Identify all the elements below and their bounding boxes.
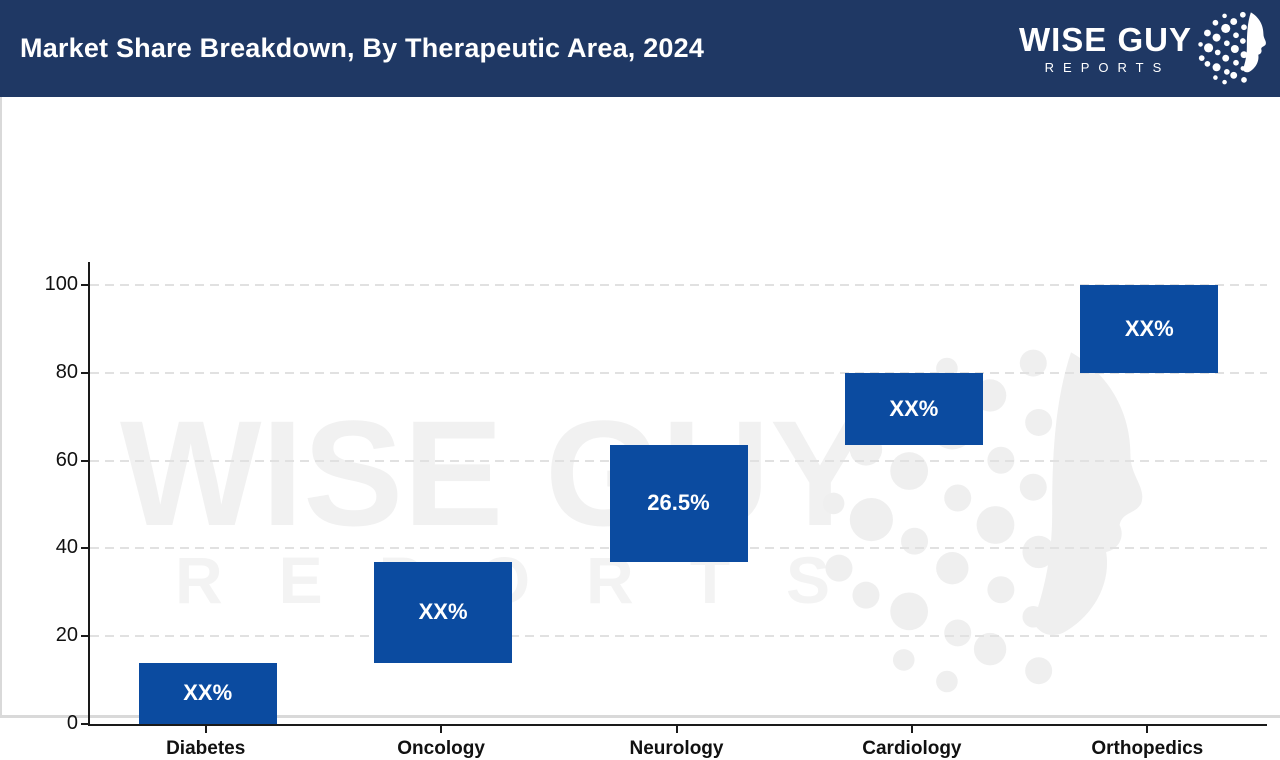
header-bar: Market Share Breakdown, By Therapeutic A… bbox=[0, 0, 1280, 97]
y-tick-label: 100 bbox=[44, 273, 78, 295]
bar-oncology: XX% bbox=[374, 561, 513, 663]
wise-guy-logo: WISE GUY REPORTS bbox=[1019, 4, 1268, 94]
y-tick-mark bbox=[81, 284, 88, 286]
y-tick-label: 20 bbox=[55, 624, 78, 647]
y-gridline-80 bbox=[90, 371, 1267, 374]
y-tick-label: 40 bbox=[55, 536, 78, 559]
y-gridline-20 bbox=[90, 635, 1267, 638]
x-axis-label-neurology: Neurology bbox=[629, 738, 724, 759]
x-tick-mark bbox=[204, 726, 207, 733]
y-tick-mark bbox=[81, 723, 88, 725]
bar-value-label: XX% bbox=[418, 599, 468, 625]
bar-orthopedics: XX% bbox=[1080, 285, 1219, 373]
x-tick-mark bbox=[910, 726, 913, 733]
y-tick-mark bbox=[81, 547, 88, 550]
x-axis-label-diabetes: Diabetes bbox=[166, 738, 246, 759]
x-axis-label-oncology: Oncology bbox=[397, 738, 485, 759]
y-tick-label: 60 bbox=[55, 448, 78, 471]
bar-value-label: XX% bbox=[1124, 315, 1174, 341]
chart-area: WISE GUY REPORTS XX% XX% 26.5% XX% XX% 0 20 40… bbox=[0, 97, 1280, 759]
y-tick-label: 80 bbox=[55, 360, 78, 383]
wise-guy-face-icon bbox=[1198, 11, 1266, 85]
y-tick-mark bbox=[81, 459, 88, 462]
page-left-border bbox=[0, 97, 2, 717]
page-title: Market Share Breakdown, By Therapeutic A… bbox=[20, 33, 705, 63]
wise-guy-logo-text: WISE GUY REPORTS bbox=[1018, 21, 1192, 76]
x-tick-mark bbox=[1146, 726, 1149, 733]
x-axis-label-cardiology: Cardiology bbox=[862, 738, 962, 759]
logo-wordmark: WISE GUY bbox=[1018, 21, 1192, 58]
x-tick-mark bbox=[675, 726, 678, 733]
bar-value-label: XX% bbox=[183, 680, 233, 706]
y-gridline-100 bbox=[90, 284, 1267, 286]
bar-neurology: 26.5% bbox=[609, 445, 748, 562]
bar-value-label: XX% bbox=[889, 396, 939, 421]
bar-value-label: 26.5% bbox=[647, 490, 710, 516]
plot-area: XX% XX% 26.5% XX% XX% bbox=[88, 262, 1267, 726]
y-tick-label: 0 bbox=[66, 712, 78, 734]
x-tick-mark bbox=[440, 726, 443, 733]
y-tick-mark bbox=[81, 371, 88, 374]
y-tick-mark bbox=[81, 635, 88, 638]
bar-cardiology: XX% bbox=[844, 372, 983, 446]
page-bottom-border bbox=[0, 715, 1280, 718]
bar-diabetes: XX% bbox=[138, 662, 277, 724]
x-axis-label-orthopedics: Orthopedics bbox=[1091, 738, 1204, 759]
logo-subtitle: REPORTS bbox=[1044, 60, 1171, 75]
